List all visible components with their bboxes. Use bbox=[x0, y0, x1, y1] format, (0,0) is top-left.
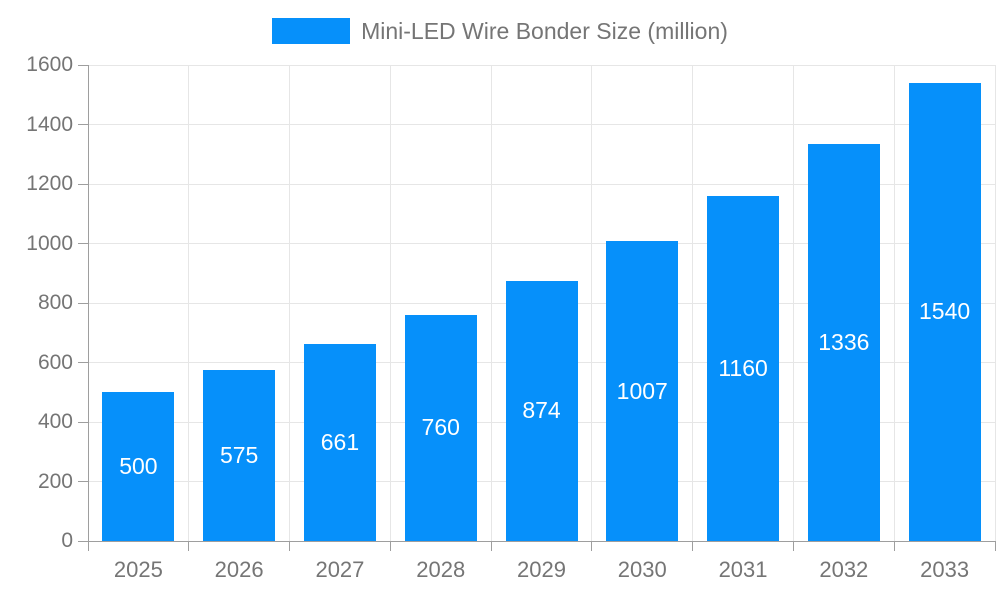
bar: 760 bbox=[404, 314, 477, 541]
y-tick-label: 800 bbox=[37, 291, 73, 314]
bar-value-label: 575 bbox=[219, 441, 259, 468]
y-axis-line bbox=[87, 65, 89, 541]
y-gridline bbox=[88, 183, 995, 185]
y-tick bbox=[78, 421, 88, 423]
bar: 661 bbox=[303, 344, 376, 541]
x-gridline bbox=[591, 65, 593, 541]
y-gridline bbox=[88, 243, 995, 244]
y-tick bbox=[78, 481, 88, 482]
x-tick bbox=[188, 541, 190, 551]
x-gridline bbox=[692, 65, 694, 541]
x-gridline bbox=[289, 65, 291, 541]
y-tick bbox=[78, 302, 88, 304]
x-tick-label: 2028 bbox=[416, 557, 466, 582]
y-gridline bbox=[88, 540, 995, 542]
x-gridline bbox=[893, 65, 895, 541]
bar-value-label: 1160 bbox=[718, 354, 768, 381]
bar-value-label: 500 bbox=[119, 453, 158, 480]
bar-value-label: 1336 bbox=[818, 328, 870, 355]
bar-value-label: 760 bbox=[421, 414, 460, 441]
x-tick bbox=[893, 541, 895, 551]
bar: 1540 bbox=[908, 82, 981, 541]
x-tick-label: 2025 bbox=[113, 557, 163, 582]
x-tick-label: 2027 bbox=[315, 557, 365, 582]
x-tick-label: 2031 bbox=[718, 557, 768, 582]
y-tick-label: 0 bbox=[61, 529, 73, 552]
y-gridline bbox=[88, 64, 995, 66]
y-tick-label: 1200 bbox=[26, 172, 73, 195]
bar: 1160 bbox=[707, 195, 780, 541]
bar-value-label: 874 bbox=[522, 397, 561, 424]
y-gridline bbox=[88, 124, 995, 125]
x-tick-label: 2033 bbox=[920, 557, 970, 582]
x-tick bbox=[289, 541, 291, 551]
x-tick bbox=[792, 541, 794, 551]
y-tick bbox=[78, 243, 88, 244]
x-gridline bbox=[994, 65, 996, 541]
x-gridline bbox=[188, 65, 190, 541]
y-tick-label: 600 bbox=[37, 350, 73, 374]
x-tick-label: 2026 bbox=[214, 557, 264, 582]
x-gridline bbox=[490, 65, 492, 541]
bar: 1007 bbox=[606, 241, 679, 541]
y-tick-label: 1400 bbox=[26, 112, 73, 136]
bar-value-label: 661 bbox=[320, 429, 360, 456]
bar-value-label: 1007 bbox=[616, 377, 668, 404]
x-tick bbox=[389, 541, 391, 551]
x-tick bbox=[692, 541, 694, 551]
bar-value-label: 1540 bbox=[919, 298, 971, 325]
chart-legend: Mini-LED Wire Bonder Size (million) bbox=[0, 18, 1000, 44]
x-tick bbox=[994, 541, 996, 551]
bar: 500 bbox=[102, 392, 175, 541]
x-tick bbox=[87, 541, 89, 551]
y-tick-label: 200 bbox=[37, 469, 73, 493]
bar: 1336 bbox=[807, 143, 880, 541]
y-tick bbox=[78, 362, 88, 363]
x-gridline bbox=[792, 65, 794, 541]
x-tick-label: 2032 bbox=[819, 557, 869, 582]
y-tick-label: 1600 bbox=[26, 53, 73, 76]
legend-label: Mini-LED Wire Bonder Size (million) bbox=[361, 18, 728, 44]
x-gridline bbox=[389, 65, 391, 541]
x-tick bbox=[490, 541, 492, 551]
x-tick bbox=[591, 541, 593, 551]
legend-swatch bbox=[272, 18, 351, 44]
y-tick-label: 1000 bbox=[26, 231, 73, 255]
y-tick bbox=[78, 183, 88, 185]
y-tick-label: 400 bbox=[37, 410, 73, 433]
x-tick-label: 2030 bbox=[617, 557, 667, 582]
y-tick bbox=[78, 124, 88, 125]
x-tick-label: 2029 bbox=[517, 557, 566, 582]
y-tick bbox=[78, 64, 88, 66]
bar: 575 bbox=[203, 369, 276, 541]
y-tick bbox=[78, 540, 88, 542]
bar: 874 bbox=[505, 280, 578, 541]
